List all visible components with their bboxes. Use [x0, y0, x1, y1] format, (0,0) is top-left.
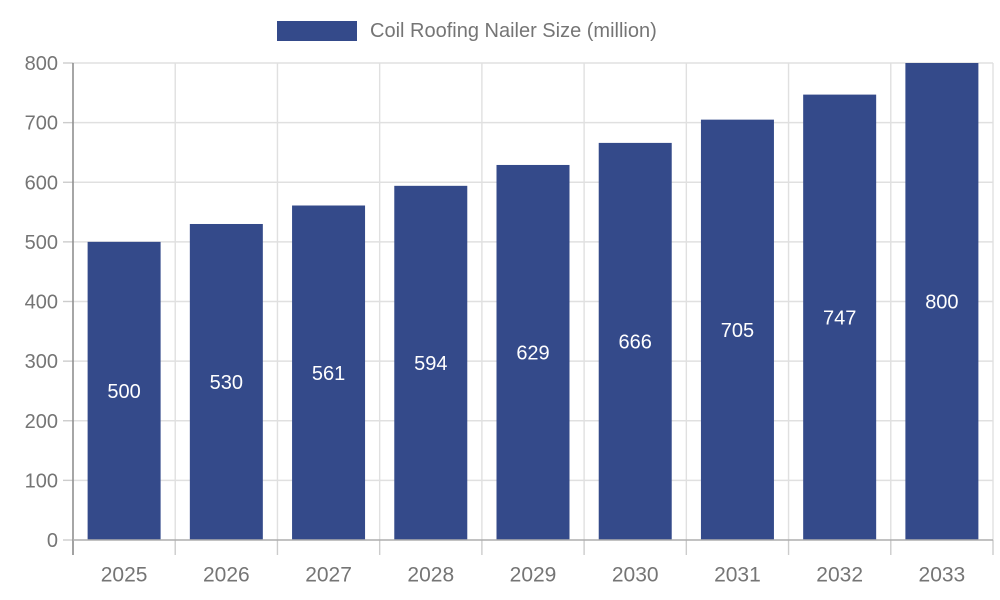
- bar: [905, 63, 979, 540]
- bar-value-label: 530: [210, 372, 243, 394]
- x-tick-label: 2031: [714, 563, 761, 586]
- bar: [87, 241, 161, 540]
- x-tick-label: 2030: [612, 563, 659, 586]
- bar-value-label: 561: [312, 363, 345, 385]
- bar-value-label: 629: [516, 342, 549, 364]
- bar: [292, 205, 366, 540]
- y-tick-label: 800: [25, 53, 58, 75]
- x-tick-label: 2029: [510, 563, 557, 586]
- bar-value-label: 705: [721, 320, 754, 342]
- x-tick-label: 2025: [101, 563, 148, 586]
- y-tick-label: 500: [25, 232, 58, 254]
- y-tick-label: 700: [25, 113, 58, 135]
- x-tick-label: 2026: [203, 563, 250, 586]
- bar: [189, 223, 263, 541]
- bar-value-label: 500: [107, 381, 140, 403]
- x-tick-label: 2027: [305, 563, 352, 586]
- x-tick-label: 2028: [407, 563, 454, 586]
- bar: [394, 185, 468, 540]
- y-tick-label: 300: [25, 351, 58, 373]
- legend-label: Coil Roofing Nailer Size (million): [370, 20, 657, 42]
- bar: [700, 119, 774, 541]
- legend-swatch: [277, 21, 357, 41]
- y-tick-label: 600: [25, 172, 58, 194]
- bar-value-label: 666: [619, 331, 652, 353]
- bar: [496, 164, 570, 541]
- y-tick-label: 200: [25, 411, 58, 433]
- bar: [803, 94, 877, 540]
- bar: [598, 142, 672, 540]
- bar-value-label: 800: [925, 292, 958, 314]
- bar-value-label: 594: [414, 353, 447, 375]
- x-tick-label: 2032: [816, 563, 863, 586]
- bar-value-label: 747: [823, 307, 856, 329]
- y-tick-label: 400: [25, 292, 58, 314]
- y-tick-label: 0: [47, 530, 58, 552]
- legend-item[interactable]: Coil Roofing Nailer Size (million): [277, 21, 657, 41]
- y-tick-label: 100: [25, 470, 58, 492]
- x-tick-label: 2033: [919, 563, 966, 586]
